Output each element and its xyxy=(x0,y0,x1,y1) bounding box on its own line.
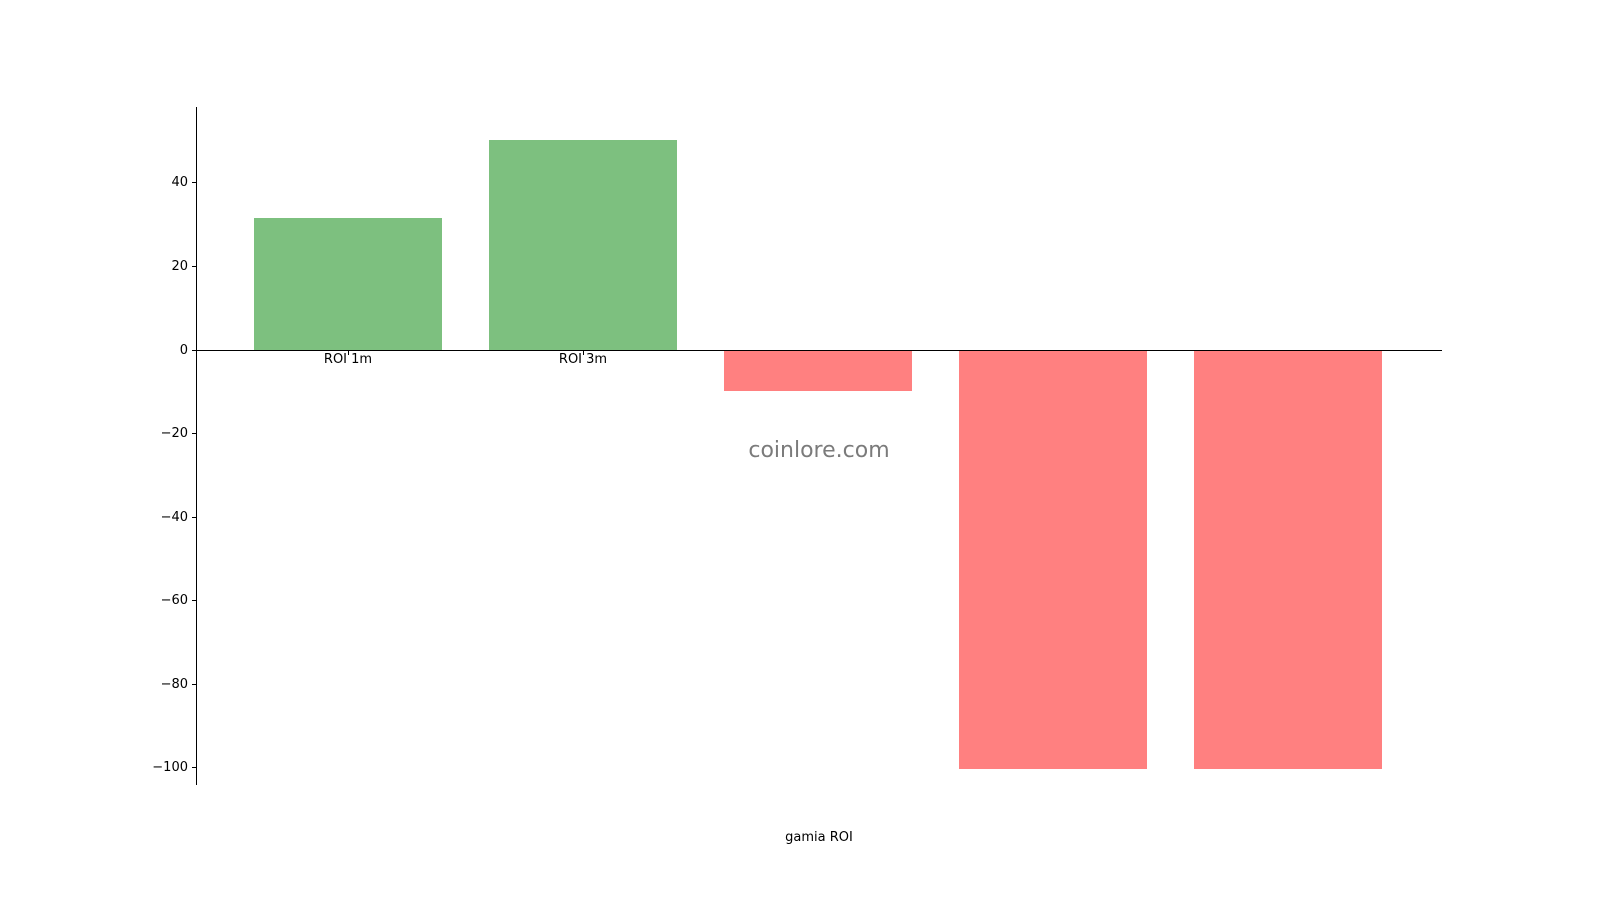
y-tick-mark xyxy=(192,683,196,685)
bar-unlabeled-4 xyxy=(959,351,1147,769)
y-tick-label: 20 xyxy=(171,258,188,274)
y-axis-spine xyxy=(196,107,197,785)
x-axis-title: gamia ROI xyxy=(785,830,853,845)
y-tick-label: −20 xyxy=(160,426,188,442)
y-tick-mark xyxy=(192,265,196,267)
y-tick-label: 0 xyxy=(179,342,188,358)
x-tick-label: ROI 1m xyxy=(323,352,373,367)
bar-unlabeled-3 xyxy=(724,351,912,391)
y-tick-mark xyxy=(192,600,196,602)
y-tick-label: 40 xyxy=(171,175,188,191)
y-tick-mark xyxy=(192,433,196,435)
y-tick-mark xyxy=(192,767,196,769)
y-tick-mark xyxy=(192,182,196,184)
x-tick-label: ROI 3m xyxy=(558,352,608,367)
y-tick-mark xyxy=(192,516,196,518)
x-axis-zero-line xyxy=(196,350,1442,351)
x-tick-mark xyxy=(583,350,584,355)
y-tick-label: −100 xyxy=(152,760,188,776)
y-tick-label: −40 xyxy=(160,509,188,525)
x-tick-mark xyxy=(348,350,349,355)
bar-unlabeled-5 xyxy=(1194,351,1382,769)
watermark: coinlore.com xyxy=(748,438,890,463)
bar-roi-3m xyxy=(489,140,677,350)
y-tick-label: −60 xyxy=(160,593,188,609)
bar-roi-1m xyxy=(254,218,442,350)
y-tick-label: −80 xyxy=(160,676,188,692)
y-tick-mark xyxy=(192,349,196,351)
